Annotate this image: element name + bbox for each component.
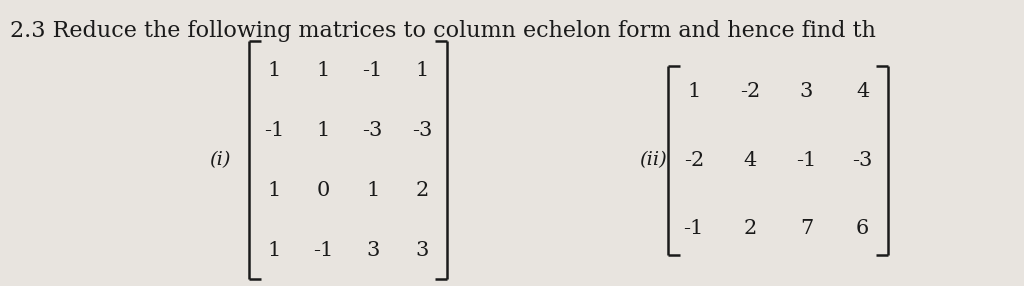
Text: 2: 2 bbox=[416, 181, 428, 200]
Text: 1: 1 bbox=[316, 61, 331, 80]
Text: (ii): (ii) bbox=[639, 151, 668, 169]
Text: 1: 1 bbox=[267, 61, 282, 80]
Text: -3: -3 bbox=[853, 151, 872, 170]
Text: 0: 0 bbox=[316, 181, 331, 200]
Text: 7: 7 bbox=[800, 219, 813, 238]
Text: (i): (i) bbox=[210, 151, 230, 169]
Text: 3: 3 bbox=[415, 241, 429, 260]
Text: -3: -3 bbox=[362, 121, 383, 140]
Text: 4: 4 bbox=[743, 151, 757, 170]
Text: -1: -1 bbox=[313, 241, 334, 260]
Text: -2: -2 bbox=[684, 151, 703, 170]
Text: 2: 2 bbox=[743, 219, 757, 238]
Text: 1: 1 bbox=[687, 82, 700, 101]
Text: 1: 1 bbox=[267, 241, 282, 260]
Text: -1: -1 bbox=[362, 61, 383, 80]
Text: 1: 1 bbox=[366, 181, 380, 200]
Text: -1: -1 bbox=[264, 121, 285, 140]
Text: -3: -3 bbox=[412, 121, 432, 140]
Text: 4: 4 bbox=[856, 82, 869, 101]
Text: -2: -2 bbox=[740, 82, 760, 101]
Text: 2.3 Reduce the following matrices to column echelon form and hence find th: 2.3 Reduce the following matrices to col… bbox=[10, 20, 877, 42]
Text: 3: 3 bbox=[800, 82, 813, 101]
Text: 1: 1 bbox=[415, 61, 429, 80]
Text: 1: 1 bbox=[316, 121, 331, 140]
Text: 1: 1 bbox=[267, 181, 282, 200]
Text: 3: 3 bbox=[366, 241, 380, 260]
Text: 6: 6 bbox=[856, 219, 869, 238]
Text: -1: -1 bbox=[797, 151, 816, 170]
Text: -1: -1 bbox=[684, 219, 703, 238]
